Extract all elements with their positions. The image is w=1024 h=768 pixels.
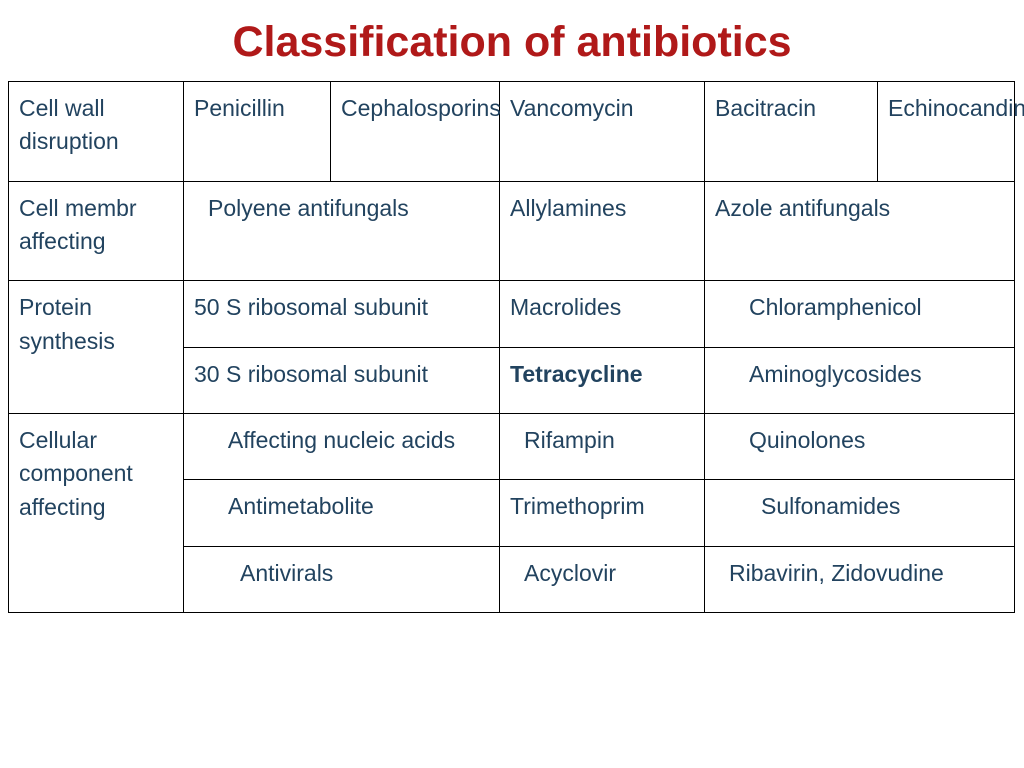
row-header-label: Protein synthesis bbox=[9, 281, 183, 380]
table-cell: Polyene antifungals bbox=[184, 181, 500, 281]
table-cell: 30 S ribosomal subunit bbox=[184, 347, 500, 413]
table-cell: Penicillin bbox=[184, 82, 331, 182]
cell-label: Ribavirin, Zidovudine bbox=[705, 547, 1014, 612]
table-cell: Antivirals bbox=[184, 546, 500, 612]
table-cell: 50 S ribosomal subunit bbox=[184, 281, 500, 347]
table-body: Cell wall disruptionPenicillinCephalospo… bbox=[9, 82, 1015, 613]
row-header: Protein synthesis bbox=[9, 281, 184, 414]
table-cell: Ribavirin, Zidovudine bbox=[705, 546, 1015, 612]
cell-label: Allylamines bbox=[500, 182, 704, 247]
cell-label: Antimetabolite bbox=[184, 480, 499, 545]
cell-label: Penicillin bbox=[184, 82, 330, 147]
cell-label: Polyene antifungals bbox=[184, 182, 499, 247]
table-cell: Cephalosporins bbox=[331, 82, 500, 182]
table-cell: Macrolides bbox=[500, 281, 705, 347]
table-cell: Allylamines bbox=[500, 181, 705, 281]
table-cell: Tetracycline bbox=[500, 347, 705, 413]
cell-label: Chloramphenicol bbox=[705, 281, 1014, 346]
table-cell: Aminoglycosides bbox=[705, 347, 1015, 413]
cell-label: 30 S ribosomal subunit bbox=[184, 348, 499, 413]
table-cell: Chloramphenicol bbox=[705, 281, 1015, 347]
cell-label: Quinolones bbox=[705, 414, 1014, 479]
table-cell: Vancomycin bbox=[500, 82, 705, 182]
cell-label: Echinocandin bbox=[878, 82, 1014, 147]
table-row: Cell membr affectingPolyene antifungalsA… bbox=[9, 181, 1015, 281]
table-cell: Azole antifungals bbox=[705, 181, 1015, 281]
page-title: Classification of antibiotics bbox=[0, 0, 1024, 81]
cell-label: Azole antifungals bbox=[705, 182, 1014, 247]
table-cell: Quinolones bbox=[705, 414, 1015, 480]
table-cell: Sulfonamides bbox=[705, 480, 1015, 546]
cell-label: Trimethoprim bbox=[500, 480, 704, 545]
slide-page: Classification of antibiotics Cell wall … bbox=[0, 0, 1024, 768]
cell-label: Affecting nucleic acids bbox=[184, 414, 499, 479]
row-header-label: Cellular component affecting bbox=[9, 414, 183, 546]
cell-label: Tetracycline bbox=[500, 348, 704, 413]
table-cell: Affecting nucleic acids bbox=[184, 414, 500, 480]
cell-label: Vancomycin bbox=[500, 82, 704, 147]
cell-label: Cephalosporins bbox=[331, 82, 499, 147]
row-header-label: Cell wall disruption bbox=[9, 82, 183, 181]
cell-label: 50 S ribosomal subunit bbox=[184, 281, 499, 346]
table-cell: Acyclovir bbox=[500, 546, 705, 612]
cell-label: Antivirals bbox=[184, 547, 499, 612]
row-header: Cellular component affecting bbox=[9, 414, 184, 613]
row-header: Cell wall disruption bbox=[9, 82, 184, 182]
table-cell: Bacitracin bbox=[705, 82, 878, 182]
table-row: Protein synthesis50 S ribosomal subunitM… bbox=[9, 281, 1015, 347]
table-cell: Rifampin bbox=[500, 414, 705, 480]
table-cell: Echinocandin bbox=[878, 82, 1015, 182]
table-row: Cell wall disruptionPenicillinCephalospo… bbox=[9, 82, 1015, 182]
cell-label: Bacitracin bbox=[705, 82, 877, 147]
table-row: Cellular component affectingAffecting nu… bbox=[9, 414, 1015, 480]
cell-label: Sulfonamides bbox=[705, 480, 1014, 545]
row-header: Cell membr affecting bbox=[9, 181, 184, 281]
table-cell: Trimethoprim bbox=[500, 480, 705, 546]
row-header-label: Cell membr affecting bbox=[9, 182, 183, 281]
cell-label: Macrolides bbox=[500, 281, 704, 346]
table-cell: Antimetabolite bbox=[184, 480, 500, 546]
classification-table: Cell wall disruptionPenicillinCephalospo… bbox=[8, 81, 1015, 613]
cell-label: Aminoglycosides bbox=[705, 348, 1014, 413]
cell-label: Rifampin bbox=[500, 414, 704, 479]
cell-label: Acyclovir bbox=[500, 547, 704, 612]
